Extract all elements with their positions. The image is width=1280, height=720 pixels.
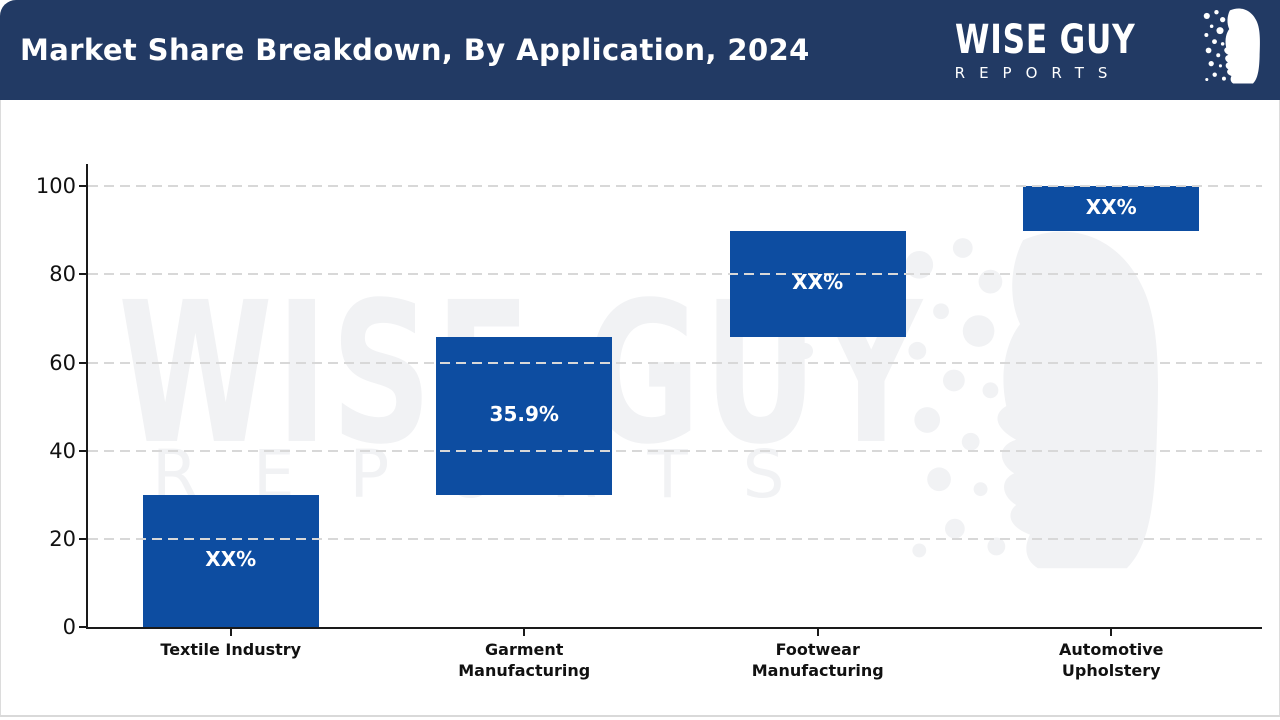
- y-tick-label: 20: [49, 526, 76, 551]
- logo-text: WISE GUY REPORTS: [955, 20, 1186, 81]
- x-tick-mark: [816, 629, 819, 636]
- logo-reports-label: REPORTS: [954, 63, 1122, 82]
- y-tick-label: 40: [49, 438, 76, 463]
- bottom-border: [0, 715, 1280, 717]
- bar-value-label: 35.9%: [489, 401, 559, 426]
- y-axis-spine: [86, 164, 88, 629]
- category-label: Textile Industry: [160, 640, 302, 659]
- logo-wordmark: WISE GUY: [954, 16, 1136, 63]
- category-label: Footwear Manufacturing: [751, 640, 884, 680]
- x-axis-spine: [86, 627, 1262, 629]
- y-tick-label: 0: [62, 615, 76, 639]
- header-bar: Market Share Breakdown, By Application, …: [0, 0, 1280, 100]
- bar-footwear-manufacturing: [729, 231, 906, 337]
- bar-textile-industry: [142, 494, 319, 627]
- category-label: Garment Manufacturing: [458, 640, 591, 680]
- y-tick-mark: [79, 273, 87, 276]
- page-title: Market Share Breakdown, By Application, …: [20, 33, 810, 67]
- x-tick-mark: [229, 629, 232, 636]
- gridline-100: [88, 185, 1262, 188]
- y-tick-label: 60: [49, 350, 76, 375]
- y-tick-mark: [79, 185, 87, 188]
- bar-value-label: XX%: [792, 269, 844, 294]
- y-tick-mark: [79, 361, 87, 364]
- wise-guy-reports-logo: WISE GUY REPORTS: [955, 6, 1274, 94]
- x-tick-mark: [523, 629, 526, 636]
- bar-value-label: XX%: [1085, 194, 1137, 219]
- bar-value-label: XX%: [205, 546, 257, 571]
- gridline-20: [88, 537, 1262, 540]
- gridline-80: [88, 273, 1262, 276]
- head-profile-icon: [1203, 8, 1260, 84]
- category-label: Automotive Upholstery: [1059, 640, 1164, 680]
- x-tick-mark: [1110, 629, 1113, 636]
- y-tick-mark: [79, 537, 87, 540]
- bar-automotive-upholstery: [1023, 186, 1200, 232]
- y-tick-mark: [79, 626, 87, 628]
- y-tick-label: 100: [35, 174, 76, 199]
- gridline-60: [88, 361, 1262, 364]
- left-border: [0, 100, 1, 717]
- gridline-40: [88, 449, 1262, 452]
- y-tick-label: 80: [49, 262, 76, 287]
- y-tick-mark: [79, 449, 87, 452]
